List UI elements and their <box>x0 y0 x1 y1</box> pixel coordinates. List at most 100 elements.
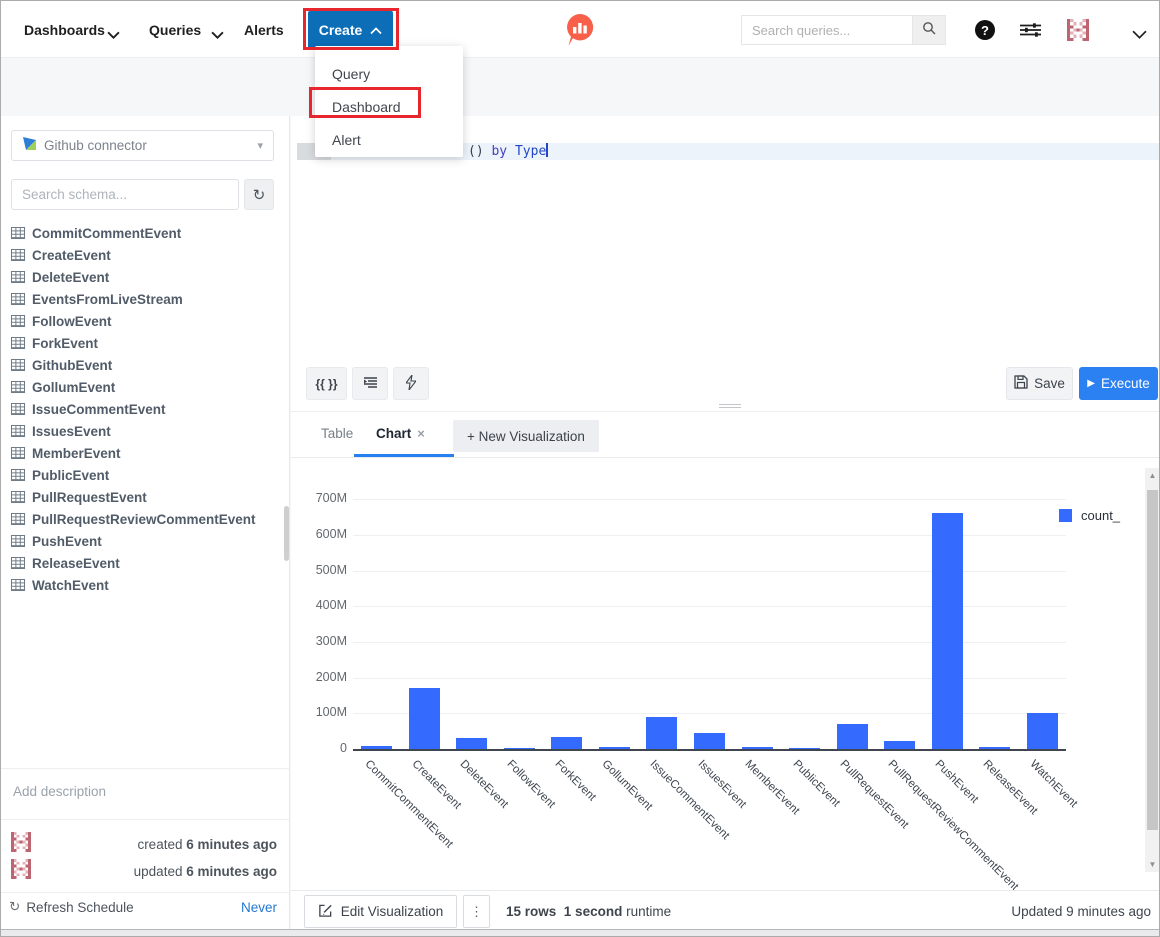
schema-table-item[interactable]: PublicEvent <box>11 464 279 486</box>
schema-table-item[interactable]: PullRequestEvent <box>11 486 279 508</box>
table-icon <box>11 557 25 569</box>
bar-IssueCommentEvent[interactable] <box>646 716 678 749</box>
schema-table-item[interactable]: ForkEvent <box>11 332 279 354</box>
chevron-down-icon[interactable] <box>1132 26 1147 44</box>
menu-item-alert[interactable]: Alert <box>332 131 361 148</box>
bar-PushEvent[interactable] <box>931 513 963 749</box>
schema-refresh-button[interactable]: ↻ <box>244 179 274 210</box>
schema-table-item[interactable]: PullRequestReviewCommentEvent <box>11 508 279 530</box>
table-icon <box>11 381 25 393</box>
updater-avatar[interactable] <box>11 858 31 884</box>
x-axis-line <box>353 749 1066 751</box>
results-menu-button[interactable]: ⋮ <box>463 895 490 928</box>
bar-ForkEvent[interactable] <box>551 736 583 749</box>
ellipsis-vertical-icon: ⋮ <box>470 903 483 919</box>
gridline <box>353 570 1066 572</box>
nav-dashboards[interactable]: Dashboards <box>24 21 105 38</box>
navbar: Dashboards Queries Alerts Create ? <box>1 1 1159 58</box>
scroll-down-icon[interactable]: ▼ <box>1148 860 1157 869</box>
bar-PullRequestEvent[interactable] <box>836 724 868 749</box>
bar-CreateEvent[interactable] <box>408 688 440 749</box>
y-axis-tick: 0 <box>340 741 347 755</box>
bar-FollowEvent[interactable] <box>503 747 535 749</box>
schema-table-name: PullRequestEvent <box>32 489 147 505</box>
schema-table-item[interactable]: IssuesEvent <box>11 420 279 442</box>
redash-logo-icon[interactable] <box>565 13 595 52</box>
autocomplete-toggle-button[interactable] <box>393 367 429 400</box>
bar-MemberEvent[interactable] <box>741 746 773 749</box>
divider <box>1 892 290 893</box>
search-queries-input[interactable] <box>741 15 912 45</box>
schema-table-item[interactable]: IssueCommentEvent <box>11 398 279 420</box>
table-icon <box>11 579 25 591</box>
tab-chart[interactable]: Chart × <box>376 426 425 441</box>
schema-table-name: CommitCommentEvent <box>32 225 182 241</box>
create-button[interactable]: Create <box>308 11 393 49</box>
schema-table-item[interactable]: MemberEvent <box>11 442 279 464</box>
chevron-down-icon[interactable] <box>211 26 224 44</box>
chevron-down-icon[interactable] <box>107 26 120 44</box>
close-icon[interactable]: × <box>417 426 425 441</box>
divider <box>291 457 1159 458</box>
schema-table-item[interactable]: GollumEvent <box>11 376 279 398</box>
sidebar-scrollbar[interactable] <box>284 506 289 561</box>
help-icon[interactable]: ? <box>975 20 995 40</box>
schema-table-item[interactable]: CreateEvent <box>11 244 279 266</box>
nav-queries[interactable]: Queries <box>149 21 202 38</box>
bar-chart[interactable]: count_ ▲ ▼ 0 100M 200M 300M 400M 500M 600M 700M… <box>291 460 1159 893</box>
menu-item-dashboard[interactable]: Dashboard <box>332 98 401 115</box>
add-parameter-button[interactable]: {{ }} <box>306 367 347 400</box>
bar-DeleteEvent[interactable] <box>456 738 488 749</box>
bar-PublicEvent[interactable] <box>789 747 821 749</box>
creator-avatar[interactable] <box>11 831 31 857</box>
new-visualization-button[interactable]: + New Visualization <box>453 420 599 452</box>
scroll-up-icon[interactable]: ▲ <box>1148 471 1157 480</box>
schema-table-item[interactable]: WatchEvent <box>11 574 279 596</box>
legend-swatch <box>1059 509 1072 522</box>
x-axis-label: PublicEvent <box>790 758 842 810</box>
scrollbar-thumb[interactable] <box>1147 490 1158 830</box>
schema-table-name: GollumEvent <box>32 379 116 395</box>
chart-scrollbar[interactable]: ▲ ▼ <box>1145 468 1159 872</box>
schema-table-item[interactable]: PushEvent <box>11 530 279 552</box>
resize-handle[interactable] <box>719 402 741 408</box>
table-icon <box>11 293 25 305</box>
execute-button[interactable]: ▶ Execute <box>1079 367 1158 400</box>
x-axis-label: ForkEvent <box>552 758 598 804</box>
save-button[interactable]: Save <box>1006 367 1073 400</box>
schema-table-name: PullRequestReviewCommentEvent <box>32 511 256 527</box>
bar-PullRequestReviewCommentEvent[interactable] <box>884 741 916 749</box>
y-axis-tick: 200M <box>315 669 347 684</box>
add-description[interactable]: Add description <box>13 784 107 799</box>
query-editor[interactable]: () by Type {{ }} Save ▶ Execute <box>291 116 1159 411</box>
chart-legend[interactable]: count_ <box>1059 508 1120 523</box>
schema-table-item[interactable]: FollowEvent <box>11 310 279 332</box>
nav-alerts[interactable]: Alerts <box>244 21 284 38</box>
refresh-schedule-row: ↻ Refresh Schedule Never <box>9 899 277 915</box>
bar-IssuesEvent[interactable] <box>694 732 725 749</box>
schema-table-item[interactable]: CommitCommentEvent <box>11 222 279 244</box>
schema-table-item[interactable]: DeleteEvent <box>11 266 279 288</box>
settings-sliders-icon[interactable] <box>1020 22 1041 43</box>
bar-GollumEvent[interactable] <box>598 746 630 749</box>
schema-table-item[interactable]: EventsFromLiveStream <box>11 288 279 310</box>
schema-search-input[interactable] <box>11 179 239 210</box>
tab-table[interactable]: Table <box>321 426 354 441</box>
schema-table-item[interactable]: GithubEvent <box>11 354 279 376</box>
table-icon <box>11 315 25 327</box>
gridline <box>353 534 1066 536</box>
bar-ReleaseEvent[interactable] <box>979 747 1011 749</box>
menu-item-query[interactable]: Query <box>332 65 371 82</box>
edit-visualization-button[interactable]: Edit Visualization <box>304 895 457 928</box>
search-button[interactable] <box>912 15 946 45</box>
bar-WatchEvent[interactable] <box>1026 713 1058 749</box>
refresh-schedule-value[interactable]: Never <box>240 899 277 915</box>
y-axis-tick: 100M <box>315 705 347 720</box>
bar-CommitCommentEvent[interactable] <box>361 746 393 749</box>
datasource-select[interactable]: Github connector ▾ <box>11 130 274 161</box>
window-bottom-edge <box>1 929 1159 936</box>
refresh-icon: ↻ <box>252 186 266 204</box>
schema-table-item[interactable]: ReleaseEvent <box>11 552 279 574</box>
format-query-button[interactable] <box>352 367 388 400</box>
user-avatar[interactable] <box>1067 19 1089 41</box>
